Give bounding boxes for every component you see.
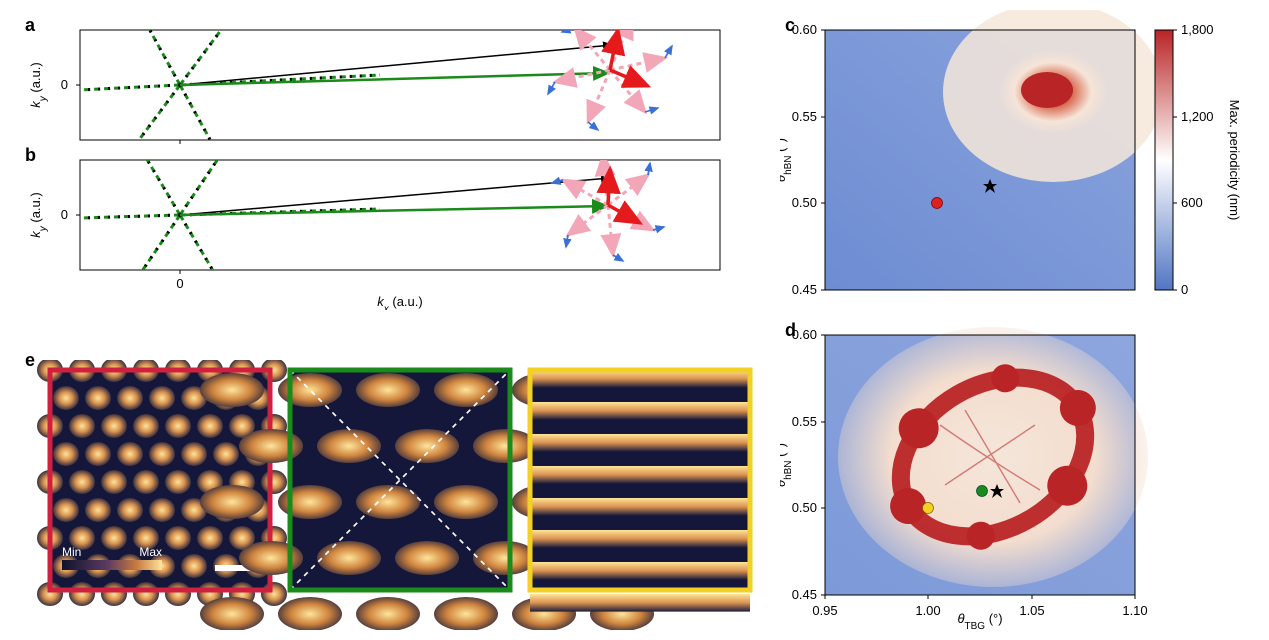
svg-text:0.60: 0.60 — [792, 327, 817, 342]
svg-text:0.55: 0.55 — [792, 414, 817, 429]
svg-text:0.50: 0.50 — [792, 500, 817, 515]
panel-b-content — [10, 55, 664, 310]
svg-text:0.50: 0.50 — [792, 195, 817, 210]
svg-text:1.05: 1.05 — [1019, 603, 1044, 618]
panel-b-ylabel: ky (a.u.) — [28, 192, 49, 237]
panel-c-red-marker — [932, 198, 943, 209]
panel-ab-xlabel: kx (a.u.) — [377, 294, 422, 310]
svg-text:1.10: 1.10 — [1122, 603, 1147, 618]
svg-text:600: 600 — [1181, 195, 1203, 210]
panel-ab-xtick0: 0 — [176, 276, 183, 291]
panel-c-svg: 0.45 0.50 0.55 0.60 θhBN (°) 0 600 1,200… — [780, 10, 1250, 310]
svg-text:0.95: 0.95 — [812, 603, 837, 618]
panel-a-ytick0: 0 — [61, 77, 68, 92]
cmap-max-label: Max — [139, 545, 162, 559]
colorbar-label: Max. periodicity (nm) — [1227, 100, 1242, 221]
panel-d-yellow-marker — [923, 503, 934, 514]
svg-text:1,200: 1,200 — [1181, 109, 1214, 124]
panel-b-ytick0: 0 — [61, 207, 68, 222]
panel-c-ylabel: θhBN (°) — [780, 138, 794, 182]
panel-d-green-marker — [977, 486, 988, 497]
svg-text:0.60: 0.60 — [792, 22, 817, 37]
figure-root: a b c d e 0 — [10, 10, 1259, 630]
panel-a-ylabel: ky (a.u.) — [28, 62, 49, 107]
svg-text:1.00: 1.00 — [915, 603, 940, 618]
svg-text:1,800: 1,800 — [1181, 22, 1214, 37]
panel-ab-svg: 0 0 0 ky (a.u.) ky (a.u.) kx (a.u.) — [10, 10, 770, 310]
tile-stripes — [530, 370, 750, 612]
svg-text:0: 0 — [1181, 282, 1188, 297]
panel-d-svg: 0.45 0.50 0.55 0.60 0.95 1.00 1.05 1.10 … — [780, 315, 1250, 635]
panel-e-svg: Min Max — [10, 360, 770, 630]
svg-text:0.45: 0.45 — [792, 587, 817, 602]
panel-d-xlabel: θTBG (°) — [957, 611, 1002, 632]
svg-text:0.45: 0.45 — [792, 282, 817, 297]
svg-text:0.55: 0.55 — [792, 109, 817, 124]
cmap-min-label: Min — [62, 545, 81, 559]
colorbar: 0 600 1,200 1,800 Max. periodicity (nm) — [1155, 22, 1242, 297]
panel-d-ylabel: θhBN (°) — [780, 443, 794, 487]
